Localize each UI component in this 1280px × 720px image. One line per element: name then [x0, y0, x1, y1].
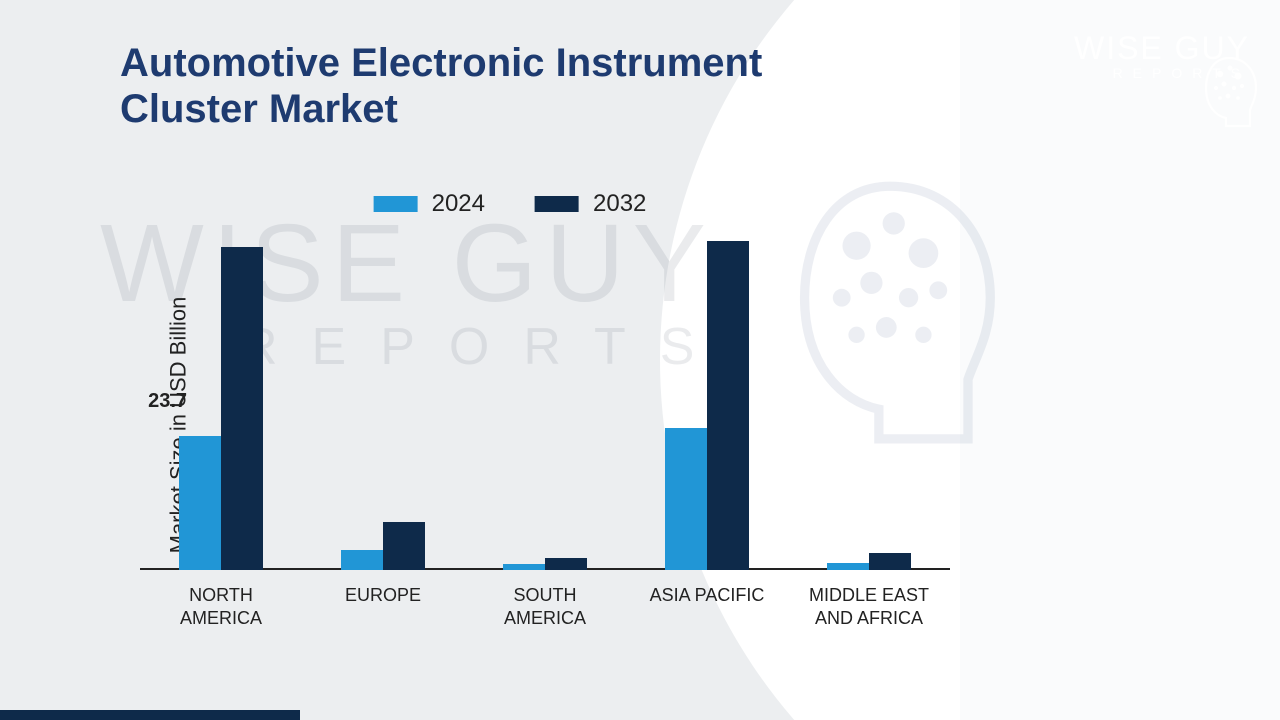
bar-2024	[827, 563, 869, 570]
legend-item-2024: 2024	[374, 190, 485, 218]
x-axis-label: SOUTH AMERICA	[472, 576, 618, 680]
bar-group	[472, 558, 618, 570]
legend-label-2032: 2032	[593, 190, 646, 218]
bar-group	[796, 553, 942, 570]
x-axis-label: EUROPE	[310, 576, 456, 680]
x-axis-label: MIDDLE EAST AND AFRICA	[796, 576, 942, 680]
chart-title: Automotive Electronic Instrument Cluster…	[120, 40, 840, 132]
bar-groups: 23.7	[140, 230, 950, 570]
bar-chart: Market Size in USD Billion 2024 2032 23.…	[60, 170, 960, 680]
logo-head-icon	[1194, 54, 1264, 134]
bar-2032	[869, 553, 911, 570]
x-axis-label: NORTH AMERICA	[148, 576, 294, 680]
bar-2032	[545, 558, 587, 570]
accent-bar	[0, 710, 300, 720]
bar-2024	[503, 564, 545, 570]
legend-item-2032: 2032	[535, 190, 646, 218]
chart-canvas: WISE GUY REPORTS Automotive Electronic I…	[0, 0, 1280, 720]
bar-2032	[707, 241, 749, 570]
bar-group	[310, 522, 456, 570]
legend: 2024 2032	[374, 190, 647, 218]
bar-2032	[221, 247, 263, 570]
bar-2024	[179, 436, 221, 570]
legend-swatch-2032	[535, 196, 579, 212]
legend-label-2024: 2024	[432, 190, 485, 218]
bar-2032	[383, 522, 425, 570]
legend-swatch-2024	[374, 196, 418, 212]
bar-2024	[665, 428, 707, 570]
bar-group: 23.7	[148, 247, 294, 570]
brand-logo: WISE GUY REPORTS	[1074, 30, 1250, 81]
x-axis-label: ASIA PACIFIC	[634, 576, 780, 680]
x-axis-labels: NORTH AMERICAEUROPESOUTH AMERICAASIA PAC…	[140, 576, 950, 680]
plot-area: 23.7	[140, 230, 950, 570]
bar-value-label: 23.7	[148, 390, 187, 413]
bar-group	[634, 241, 780, 570]
bar-2024	[341, 550, 383, 570]
